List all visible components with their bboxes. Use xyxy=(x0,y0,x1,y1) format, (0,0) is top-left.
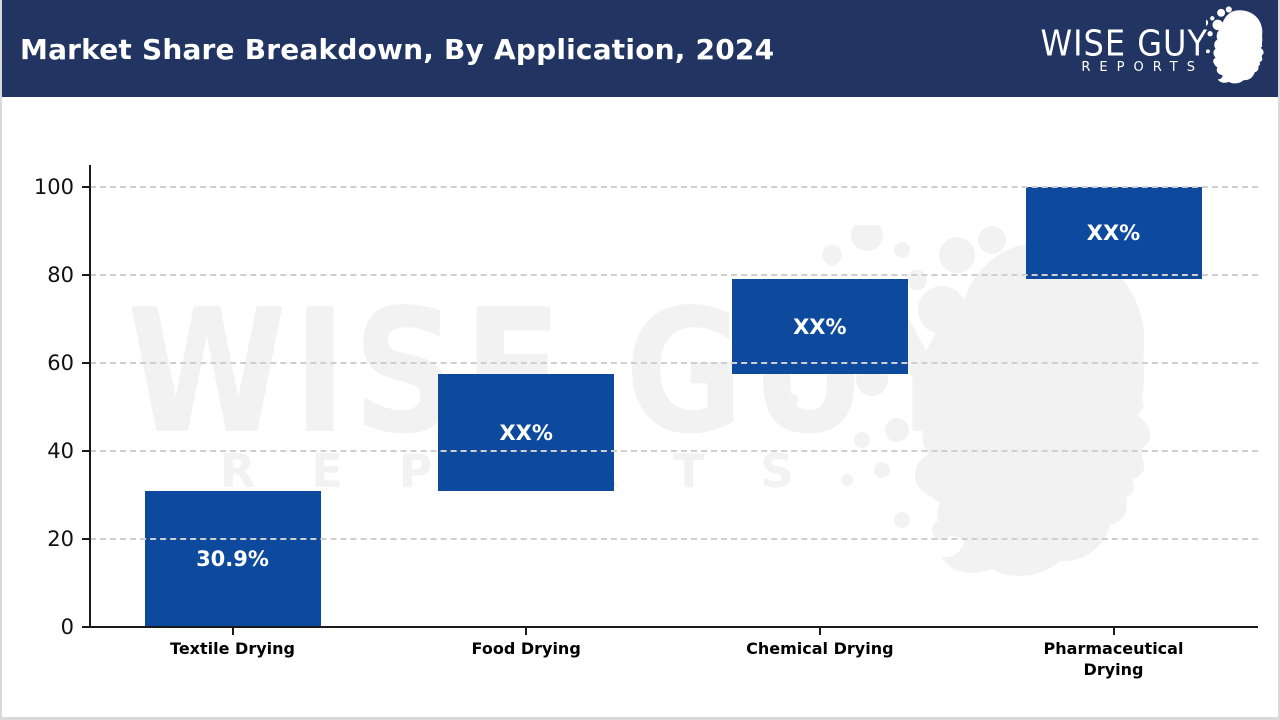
x-axis-line xyxy=(89,626,1258,628)
y-tick xyxy=(82,450,90,452)
y-tick xyxy=(82,538,90,540)
x-tick-label: Textile Drying xyxy=(170,639,295,658)
y-tick-label: 20 xyxy=(47,527,74,551)
bar: XX% xyxy=(438,374,615,492)
y-tick xyxy=(82,186,90,188)
gridline xyxy=(90,450,1258,452)
logo-subtitle: REPORTS xyxy=(1081,60,1204,75)
y-tick-label: 80 xyxy=(47,263,74,287)
gridline xyxy=(90,538,1258,540)
y-tick-label: 100 xyxy=(33,175,74,199)
x-tick-label: Food Drying xyxy=(471,639,581,658)
x-tick xyxy=(231,627,234,635)
page-title: Market Share Breakdown, By Application, … xyxy=(20,33,775,66)
wise-guy-reports-logo: WISE GUY REPORTS xyxy=(1034,0,1274,97)
gridline xyxy=(90,274,1258,276)
bar: XX% xyxy=(731,278,908,375)
bar: XX% xyxy=(1025,187,1202,279)
bar-value-label: XX% xyxy=(1086,220,1141,245)
x-tick xyxy=(818,627,821,635)
x-tick xyxy=(1112,627,1115,635)
y-tick-label: 0 xyxy=(60,615,74,639)
gridline xyxy=(90,362,1258,364)
gridline xyxy=(90,186,1258,188)
x-tick-label: Pharmaceutical Drying xyxy=(1043,639,1184,679)
x-tick xyxy=(525,627,528,635)
y-axis-line xyxy=(89,165,91,628)
header-band: Market Share Breakdown, By Application, … xyxy=(2,0,1278,97)
bar-value-label: XX% xyxy=(793,314,847,339)
y-tick xyxy=(82,362,90,364)
dotted-head-watermark-icon xyxy=(792,225,1151,576)
y-tick-label: 40 xyxy=(47,439,74,463)
y-tick xyxy=(82,626,90,628)
dotted-head-logo-icon xyxy=(1206,6,1264,84)
y-tick-label: 60 xyxy=(47,351,74,375)
bar-value-label: 30.9% xyxy=(196,547,269,571)
bar: 30.9% xyxy=(144,491,321,627)
x-tick-label: Chemical Drying xyxy=(746,639,894,658)
logo-wordmark: WISE GUY xyxy=(1040,22,1208,65)
bar-value-label: XX% xyxy=(499,420,553,445)
y-tick xyxy=(82,274,90,276)
